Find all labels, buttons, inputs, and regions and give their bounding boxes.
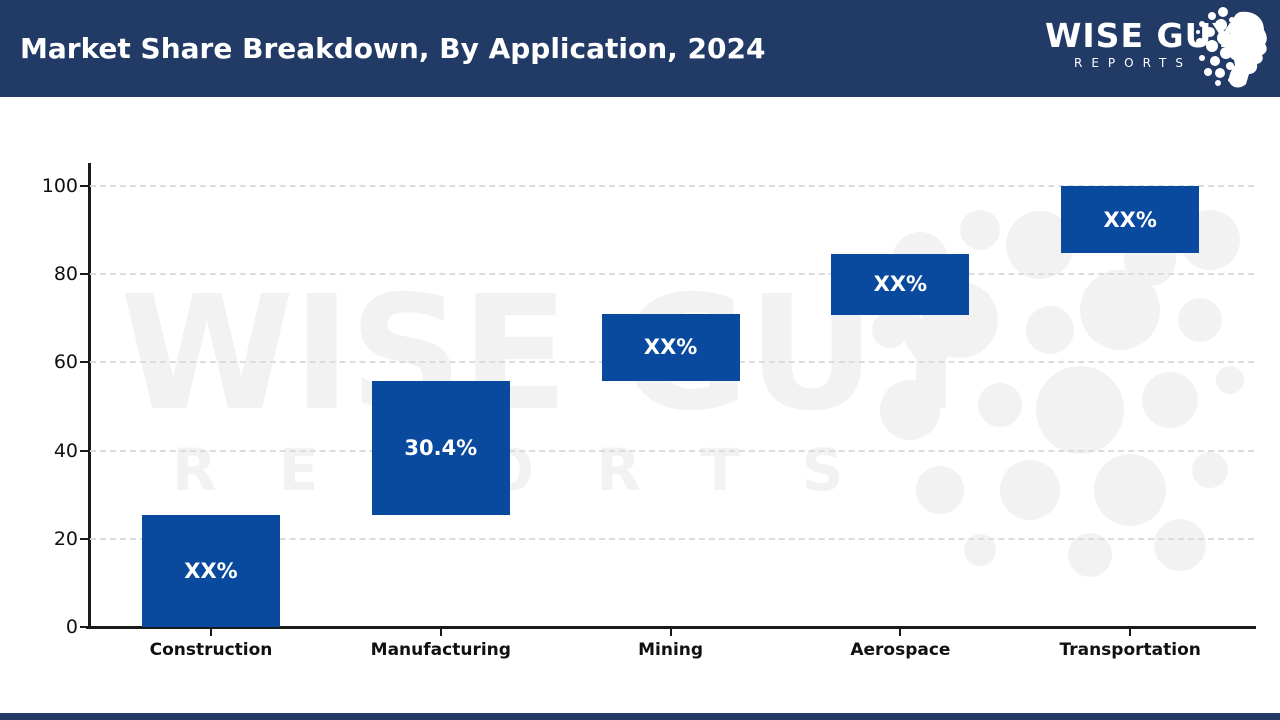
x-tick-label: Transportation xyxy=(1059,640,1201,660)
y-tick-label: 40 xyxy=(53,439,78,462)
bar-construction: XX% xyxy=(142,515,280,627)
x-tick-label: Construction xyxy=(149,640,273,660)
x-tick-label: Aerospace xyxy=(850,640,951,660)
brand-logo-line2: REPORTS xyxy=(1073,56,1192,70)
footer-bar xyxy=(0,713,1280,720)
gridline xyxy=(90,273,1254,276)
bar-manufacturing: 30.4% xyxy=(371,381,510,516)
y-tick-label: 0 xyxy=(65,616,78,638)
bar-value-label: XX% xyxy=(873,272,928,297)
bar-value-label: XX% xyxy=(184,559,238,584)
watermark-reports: REPORTS xyxy=(172,436,906,504)
bar-mining: XX% xyxy=(601,313,740,381)
y-tick-mark xyxy=(80,626,88,628)
y-tick-mark xyxy=(80,185,88,187)
y-tick-mark xyxy=(80,273,88,276)
header-bar: Market Share Breakdown, By Application, … xyxy=(0,0,1280,97)
y-tick-label: 100 xyxy=(41,175,78,197)
y-tick-label: 60 xyxy=(53,351,78,374)
x-axis-line xyxy=(86,626,1256,629)
bar-value-label: XX% xyxy=(643,335,698,360)
x-tick-mark xyxy=(669,628,672,636)
y-tick-mark xyxy=(80,361,88,364)
gridline xyxy=(90,185,1254,187)
x-tick-mark xyxy=(899,628,902,636)
x-tick-label: Mining xyxy=(638,640,704,660)
x-tick-mark xyxy=(1129,628,1132,636)
y-axis-line xyxy=(88,163,91,629)
bar-transportation: XX% xyxy=(1061,186,1200,254)
y-tick-label: 20 xyxy=(53,527,78,550)
x-tick-label: Manufacturing xyxy=(370,640,511,660)
gridline xyxy=(90,449,1254,452)
y-tick-mark xyxy=(80,449,88,452)
x-tick-mark xyxy=(210,628,212,636)
brand-face-icon xyxy=(1196,7,1267,88)
bar-aerospace: XX% xyxy=(831,253,970,315)
gridline xyxy=(90,537,1254,540)
chart-title: Market Share Breakdown, By Application, … xyxy=(20,32,766,65)
bar-value-label: 30.4% xyxy=(404,436,478,461)
y-tick-mark xyxy=(80,537,88,540)
bar-value-label: XX% xyxy=(1103,207,1157,232)
x-tick-mark xyxy=(439,628,442,636)
y-tick-label: 80 xyxy=(53,263,78,286)
